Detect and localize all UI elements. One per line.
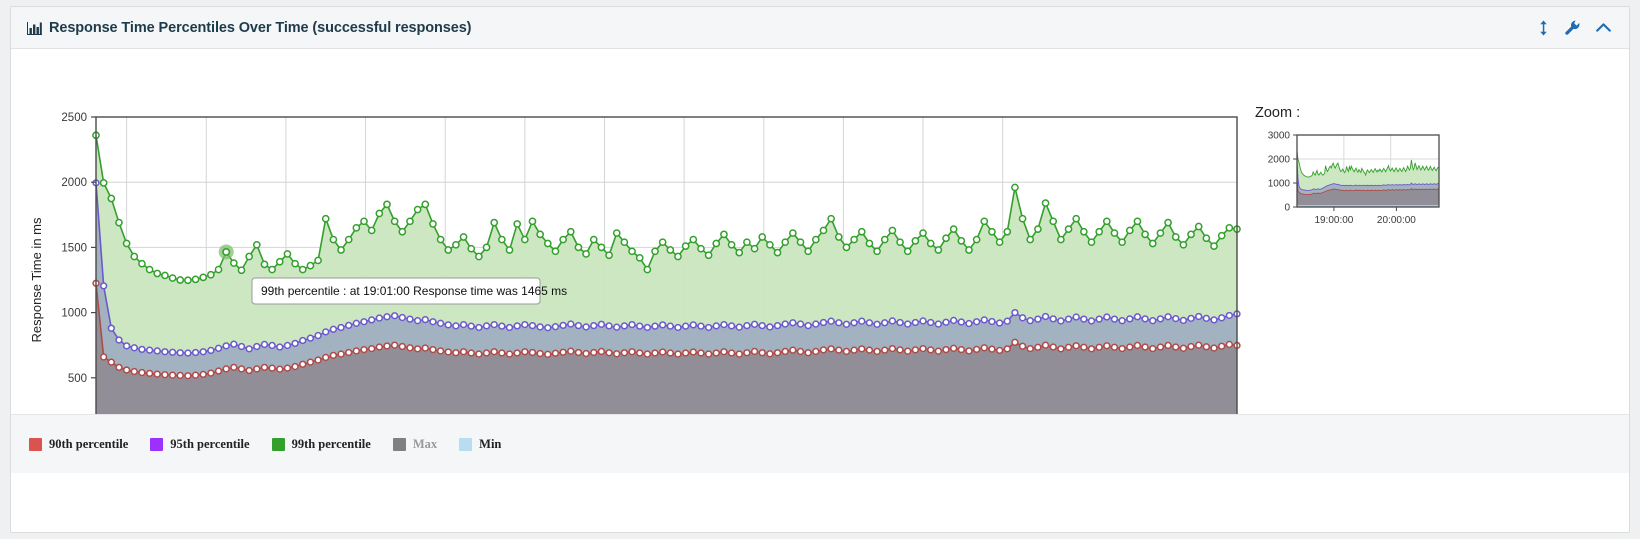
svg-text:1000: 1000 [61,308,87,320]
panel-header-actions [1538,20,1615,36]
zoom-panel: Zoom : 3000 2000 1000 0 19:00:00 20:00:00 [1255,105,1445,249]
chart-tooltip: 99th percentile : at 19:01:00 Response t… [251,277,567,305]
svg-text:19:00:00: 19:00:00 [1314,215,1353,226]
svg-text:99th percentile : at 19:01:00: 99th percentile : at 19:01:00 Response t… [261,284,567,298]
svg-text:20:00:00: 20:00:00 [1377,215,1416,226]
zoom-label: Zoom : [1255,105,1301,121]
chevron-up-icon[interactable] [1596,22,1611,33]
legend-label-p99: 99th percentile [291,436,371,451]
chart-panel: Response Time Percentiles Over Time (suc… [10,6,1630,533]
panel-body: 0500100015002000250018:50:0019:00:0019:1… [11,49,1629,491]
legend-swatch-min [459,437,473,451]
legend-item-p90[interactable]: 90th percentile [29,437,128,452]
page-title: Response Time Percentiles Over Time (suc… [49,19,472,36]
legend-item-p99[interactable]: 99th percentile [271,436,371,452]
legend-item-max[interactable]: Max [392,436,438,452]
svg-text:500: 500 [68,373,87,385]
svg-text:1000: 1000 [1268,179,1291,190]
legend-swatch-max [392,437,406,451]
legend-label-min: Min [479,436,502,451]
svg-text:2000: 2000 [1268,155,1291,166]
svg-text:3000: 3000 [1268,131,1291,142]
resize-vertical-icon[interactable] [1538,20,1549,36]
svg-text:1500: 1500 [61,242,87,254]
svg-text:2000: 2000 [61,177,87,189]
chart-legend: 90th percentile 95th percentile 99th per… [11,414,1629,473]
legend-label-max: Max [412,436,438,451]
wrench-icon[interactable] [1565,20,1580,35]
legend-label-p90: 90th percentile [49,436,129,451]
legend-item-min[interactable]: Min [459,437,501,452]
bar-chart-icon [27,21,42,36]
panel-header: Response Time Percentiles Over Time (suc… [11,7,1629,49]
legend-label-p95: 95th percentile [170,436,250,451]
svg-text:Response Time in ms: Response Time in ms [29,217,44,342]
legend-swatch-p90 [29,437,42,451]
legend-item-p95[interactable]: 95th percentile [150,436,250,452]
svg-text:0: 0 [1284,203,1290,214]
legend-swatch-p95 [150,437,164,451]
svg-text:2500: 2500 [61,112,87,124]
legend-swatch-p99 [271,437,285,451]
